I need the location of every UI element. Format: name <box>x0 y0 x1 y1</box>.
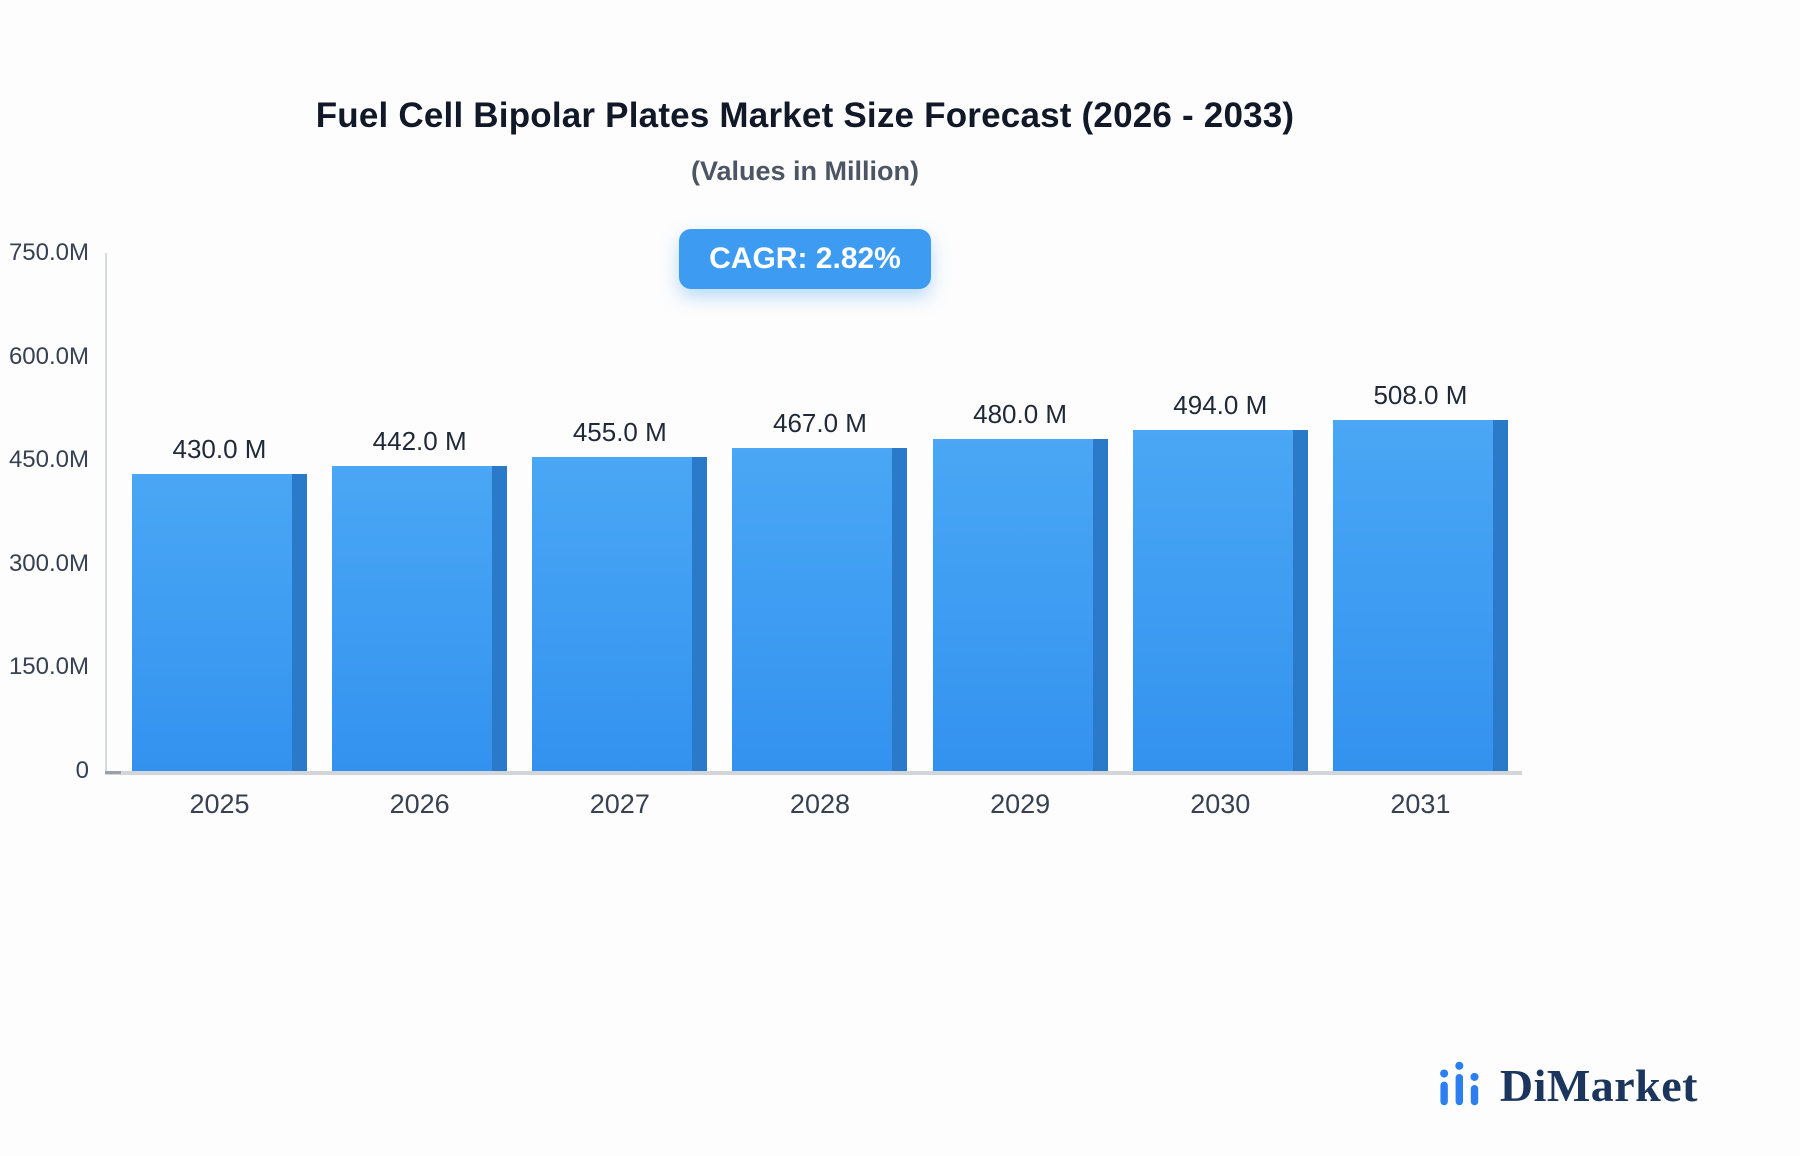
bar-side-shadow <box>692 457 708 771</box>
chart-title: Fuel Cell Bipolar Plates Market Size For… <box>315 96 1295 135</box>
x-tick-label-2025: 2025 <box>189 789 250 819</box>
bar-group-2031: 508.0 M <box>1332 380 1508 771</box>
zero-tick-mark <box>105 771 121 774</box>
x-tick-label-2030: 2030 <box>1190 789 1251 819</box>
bar-2027[interactable] <box>532 457 708 771</box>
bar-value-label: 480.0 M <box>973 399 1068 429</box>
y-tick-label: 750.0M <box>8 239 89 266</box>
bar-2026[interactable] <box>332 466 508 771</box>
bar-side-shadow <box>1292 430 1308 771</box>
bar-value-label: 467.0 M <box>772 408 867 438</box>
brand-logo: DiMarket <box>1433 1058 1698 1112</box>
bar-value-label: 508.0 M <box>1373 380 1468 410</box>
bar-face <box>332 466 493 771</box>
x-axis-labels: 2025 2026 2027 2028 2029 2030 2031 <box>132 789 1508 820</box>
y-tick-label: 150.0M <box>8 653 89 681</box>
bar-face <box>532 457 693 771</box>
badge-row: CAGR: 2.82% <box>0 229 1610 289</box>
bar-face <box>932 439 1093 771</box>
bar-side-shadow <box>1092 439 1108 771</box>
bar-value-label: 455.0 M <box>572 417 667 447</box>
bar-face <box>1332 420 1493 771</box>
bar-value-label: 430.0 M <box>172 434 267 464</box>
bar-2029[interactable] <box>932 439 1108 771</box>
x-tick-label-2028: 2028 <box>789 789 850 819</box>
bar-group-2029: 480.0 M <box>932 399 1108 771</box>
cagr-badge: CAGR: 2.82% <box>679 229 931 289</box>
bar-face <box>732 448 893 771</box>
bar-side-shadow <box>892 448 908 771</box>
x-tick-label-2031: 2031 <box>1390 789 1451 819</box>
bar-side-shadow <box>492 466 508 771</box>
chart-content: Fuel Cell Bipolar Plates Market Size For… <box>0 96 1610 819</box>
bar-value-label: 494.0 M <box>1173 390 1268 420</box>
y-tick-label: 450.0M <box>8 446 89 474</box>
x-tick-label-2027: 2027 <box>589 789 650 819</box>
dimarket-logo-text: DiMarket <box>1499 1059 1698 1111</box>
y-tick-label: 300.0M <box>8 549 89 577</box>
dimarket-logo-icon <box>1439 1061 1479 1106</box>
bar-face <box>1132 430 1293 771</box>
chart-subtitle: (Values in Million) <box>690 156 920 186</box>
y-tick-label: 600.0M <box>8 342 89 370</box>
bar-value-label: 442.0 M <box>372 426 467 456</box>
bar-2031[interactable] <box>1332 420 1508 771</box>
x-tick-label-2026: 2026 <box>389 789 450 819</box>
bar-2025[interactable] <box>132 474 307 771</box>
y-tick-label: 0 <box>75 757 89 784</box>
x-tick-label-2029: 2029 <box>990 789 1051 819</box>
bar-face <box>132 474 292 771</box>
bars-container: 430.0 M 442.0 M 455.0 M 467.0 M 480.0 M 494.0… <box>132 253 1508 771</box>
bar-2028[interactable] <box>732 448 908 771</box>
bar-group-2030: 494.0 M <box>1132 390 1308 771</box>
bar-side-shadow <box>292 474 307 771</box>
bar-2030[interactable] <box>1132 430 1308 771</box>
bar-group-2025: 430.0 M <box>132 434 307 771</box>
bar-side-shadow <box>1492 420 1508 771</box>
bar-group-2026: 442.0 M <box>332 426 508 771</box>
bar-group-2028: 467.0 M <box>732 408 908 771</box>
bar-group-2027: 455.0 M <box>532 417 708 771</box>
